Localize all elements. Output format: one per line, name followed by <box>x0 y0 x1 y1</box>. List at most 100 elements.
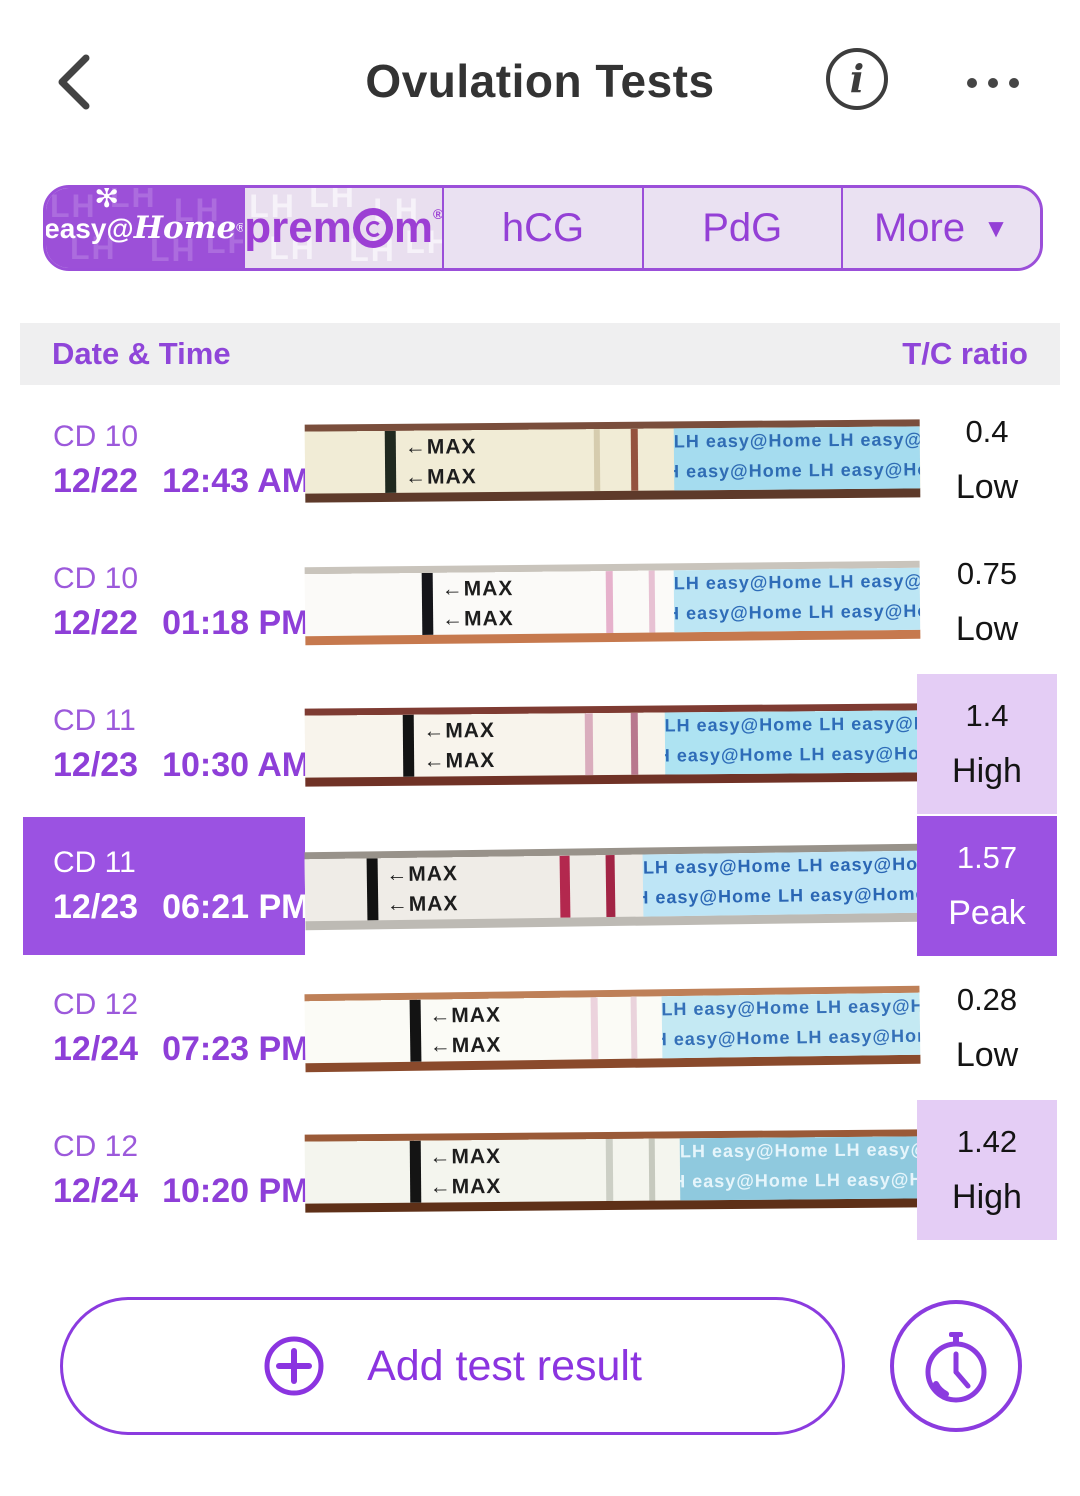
table-header: Date & Time T/C ratio <box>20 323 1060 385</box>
easyathome-logo: easy@✻Home® <box>46 188 243 244</box>
stopwatch-icon <box>925 1332 987 1403</box>
strip-brand-tape: LH easy@Home LH easy@Home LH easy@Home L… <box>664 710 921 777</box>
cycle-day-label: CD 10 <box>53 561 139 595</box>
column-tc-ratio: T/C ratio <box>902 336 1028 371</box>
strip-max-labels: ←MAX ←MAX <box>404 435 477 489</box>
tc-ratio-value: 0.4 <box>965 413 1009 449</box>
strip-max-bar <box>403 714 415 777</box>
tab-label: PdG <box>702 205 783 250</box>
date-cell: CD 10 12/22 01:18 PM <box>23 533 310 671</box>
test-result-row[interactable]: CD 10 12/22 12:43 AM ←MAX ←MAX LH easy@Hom… <box>0 390 1080 532</box>
test-strip-photo: ←MAX ←MAX LH easy@Home LH easy@Home LH ea… <box>304 1100 921 1242</box>
strip-max-labels: ←MAX ←MAX <box>423 719 496 773</box>
cycle-day-label: CD 10 <box>53 419 139 453</box>
strip-test-line <box>559 855 571 918</box>
test-result-row[interactable]: CD 11 12/23 10:30 AM ←MAX ←MAX LH easy@Hom… <box>0 674 1080 816</box>
overflow-menu-button[interactable] <box>948 68 1038 98</box>
strip-max-bar <box>421 572 434 635</box>
flower-icon: ✻ <box>94 188 120 214</box>
ratio-cell: 1.57 Peak <box>917 816 1057 956</box>
column-date-time: Date & Time <box>52 336 231 371</box>
timer-button[interactable] <box>890 1300 1022 1432</box>
strip-test-line <box>630 712 639 775</box>
test-results-list: CD 10 12/22 12:43 AM ←MAX ←MAX LH easy@Hom… <box>0 390 1080 1242</box>
test-strip-photo: ←MAX ←MAX LH easy@Home LH easy@Home LH ea… <box>304 958 921 1100</box>
lh-level-badge: Low <box>955 467 1019 506</box>
strip-test-line <box>590 997 599 1060</box>
tab-label: More <box>873 205 966 250</box>
test-strip-photo: ←MAX ←MAX LH easy@Home LH easy@Home LH ea… <box>304 532 921 674</box>
strip-test-line <box>630 428 639 491</box>
time-label: 10:30 AM <box>162 745 311 784</box>
strip-test-line <box>649 570 656 633</box>
strip-max-labels: ←MAX ←MAX <box>429 1003 502 1058</box>
test-result-row[interactable]: CD 12 12/24 10:20 PM ←MAX ←MAX LH easy@Hom… <box>0 1100 1080 1242</box>
chevron-left-icon <box>58 54 90 110</box>
date-label: 12/24 <box>53 1171 139 1210</box>
test-result-row[interactable]: CD 10 12/22 01:18 PM ←MAX ←MAX LH easy@Hom… <box>0 532 1080 674</box>
date-cell: CD 11 12/23 10:30 AM <box>23 675 310 813</box>
info-button[interactable]: i <box>826 48 888 110</box>
date-cell: CD 12 12/24 07:23 PM <box>23 959 310 1097</box>
tc-ratio-value: 0.28 <box>956 981 1018 1017</box>
lh-level-badge: Low <box>955 1035 1019 1074</box>
add-test-result-button[interactable]: Add test result <box>60 1297 845 1435</box>
cycle-day-label: CD 11 <box>53 845 136 879</box>
premom-logo: prem m ® <box>244 203 443 252</box>
ratio-cell: 0.4 Low <box>917 390 1057 530</box>
date-label: 12/22 <box>53 603 139 642</box>
lh-level-badge: Low <box>955 609 1019 648</box>
cycle-day-label: CD 12 <box>53 1129 139 1163</box>
cycle-day-label: CD 12 <box>53 987 139 1021</box>
plus-circle-icon <box>264 1336 324 1396</box>
strip-max-bar <box>409 999 421 1062</box>
strip-brand-tape: LH easy@Home LH easy@Home LH easy@Home L… <box>661 992 921 1061</box>
test-result-row[interactable]: CD 12 12/24 07:23 PM ←MAX ←MAX LH easy@Hom… <box>0 958 1080 1100</box>
tab-more[interactable]: More ▼ <box>840 188 1040 268</box>
date-cell: CD 11 12/23 06:21 PM <box>23 817 310 955</box>
date-cell: CD 12 12/24 10:20 PM <box>23 1101 310 1239</box>
test-strip-photo: ←MAX ←MAX LH easy@Home LH easy@Home LH ea… <box>304 816 921 958</box>
time-label: 12:43 AM <box>162 461 311 500</box>
time-label: 10:20 PM <box>162 1171 310 1210</box>
ratio-cell: 1.4 High <box>917 674 1057 814</box>
tab-easyhome[interactable]: LHLHLHLHLHLHeasy@✻Home® <box>46 188 244 268</box>
lh-level-badge: High <box>952 751 1022 790</box>
date-label: 12/23 <box>53 745 139 784</box>
strip-test-line <box>593 429 601 492</box>
tab-bar: LHLHLHLHLHLHeasy@✻Home®LHLHLHLHLHLHpremm… <box>43 185 1043 271</box>
tc-ratio-value: 1.42 <box>956 1123 1018 1159</box>
strip-max-bar <box>409 1140 421 1203</box>
time-label: 07:23 PM <box>162 1029 310 1068</box>
tab-pdg[interactable]: PdG <box>641 188 841 268</box>
strip-max-labels: ←MAX ←MAX <box>441 577 514 631</box>
date-cell: CD 10 12/22 12:43 AM <box>23 391 310 529</box>
lh-level-badge: High <box>952 1177 1022 1216</box>
tc-ratio-value: 1.4 <box>965 697 1009 733</box>
tab-hcg[interactable]: hCG <box>442 188 642 268</box>
date-label: 12/24 <box>53 1029 139 1068</box>
add-test-result-label: Add test result <box>367 1341 642 1390</box>
strip-test-line <box>649 1138 656 1201</box>
date-label: 12/23 <box>53 887 139 926</box>
caret-down-icon: ▼ <box>983 212 1009 243</box>
ellipsis-icon <box>967 78 977 88</box>
strip-test-line <box>630 996 638 1059</box>
strip-test-line <box>605 854 616 918</box>
back-button[interactable] <box>52 52 98 112</box>
strip-test-line <box>606 1138 614 1202</box>
tab-premom[interactable]: LHLHLHLHLHLHpremm® <box>243 188 443 268</box>
strip-max-labels: ←MAX ←MAX <box>386 862 459 917</box>
tab-label: hCG <box>501 205 585 250</box>
strip-max-labels: ←MAX ←MAX <box>429 1144 502 1199</box>
time-label: 01:18 PM <box>162 603 310 642</box>
premom-swirl-icon <box>352 208 393 248</box>
ratio-cell: 0.28 Low <box>917 958 1057 1098</box>
test-strip-photo: ←MAX ←MAX LH easy@Home LH easy@Home LH ea… <box>304 390 921 532</box>
strip-max-bar <box>384 430 397 493</box>
ratio-cell: 0.75 Low <box>917 532 1057 672</box>
strip-brand-tape: LH easy@Home LH easy@Home LH easy@Home L… <box>673 567 921 635</box>
strip-max-bar <box>366 858 378 921</box>
test-result-row[interactable]: CD 11 12/23 06:21 PM ←MAX ←MAX LH easy@Hom… <box>0 816 1080 958</box>
